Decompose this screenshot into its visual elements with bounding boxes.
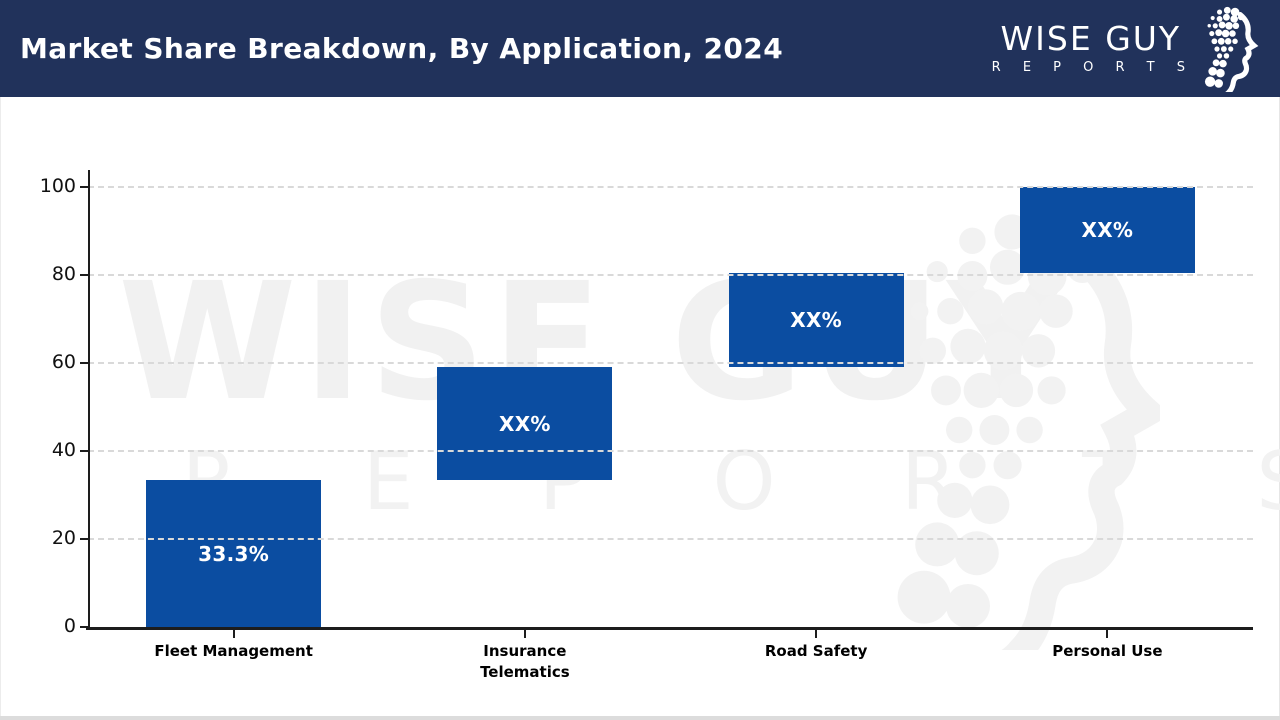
x-axis-line (86, 627, 1253, 630)
bar-value-label: XX% (790, 308, 843, 333)
y-tick (80, 538, 88, 540)
y-tick-label: 0 (63, 615, 76, 637)
bar-insurance-telematics: XX% (437, 367, 613, 481)
wise-guy-reports-logo: WISE GUY R E P O R T S (988, 6, 1280, 92)
y-tick (80, 450, 88, 452)
bar-value-label: 33.3% (198, 541, 270, 566)
category-label-3: Road Safety (764, 642, 868, 660)
page-title: Market Share Breakdown, By Application, … (20, 32, 784, 65)
gridline-60 (88, 362, 1253, 364)
bar-value-label: XX% (1081, 217, 1134, 242)
x-tick (232, 629, 235, 638)
y-tick-label: 40 (51, 439, 76, 461)
y-tick-label: 80 (51, 263, 76, 285)
gridline-100 (88, 186, 1253, 188)
y-tick-label: 20 (51, 527, 76, 549)
y-tick (80, 362, 88, 364)
gridline-40 (88, 450, 1253, 452)
logo-subtitle: R E P O R T S (991, 60, 1194, 75)
gridline-20 (88, 538, 1253, 540)
header-bar: Market Share Breakdown, By Application, … (0, 0, 1280, 97)
x-tick (815, 629, 818, 638)
y-tick (80, 626, 88, 628)
y-tick-label: 100 (39, 175, 76, 197)
left-edge-line (0, 97, 1, 720)
waterfall-chart: 33.3% Fleet Management XX% Insurance Telemat… (0, 97, 1280, 720)
x-tick (523, 629, 526, 638)
logo-text: WISE GUY R E P O R T S (988, 22, 1194, 75)
logo-wordmark: WISE GUY (1000, 19, 1182, 58)
category-label-4: Personal Use (1052, 642, 1163, 660)
bar-personal-use: XX% (1019, 187, 1195, 273)
bar-road-safety: XX% (728, 272, 904, 368)
gridline-80 (88, 274, 1253, 276)
y-tick (80, 186, 88, 188)
category-label-1: Fleet Management (154, 642, 313, 660)
y-tick-label: 60 (51, 351, 76, 373)
x-tick (1106, 629, 1109, 638)
bar-fleet-management: 33.3% (146, 480, 322, 627)
y-axis-line (88, 170, 90, 629)
bottom-edge-strip (0, 716, 1280, 720)
dotted-head-logo-icon (1180, 6, 1266, 92)
bar-value-label: XX% (498, 411, 551, 436)
category-label-2: Insurance Telematics (480, 642, 570, 681)
y-tick (80, 274, 88, 276)
